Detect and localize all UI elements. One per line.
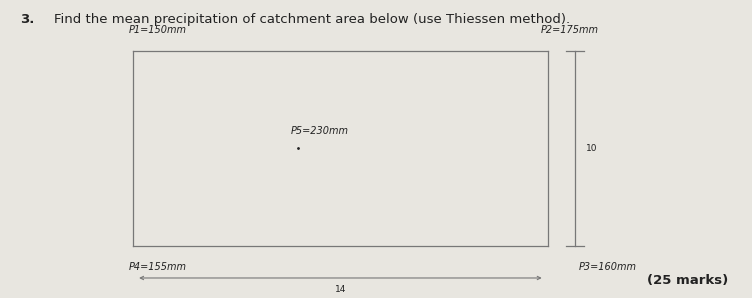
Text: 14: 14 [335,285,346,294]
Text: 3.: 3. [20,13,35,26]
Text: P3=160mm: P3=160mm [578,262,636,272]
Text: P4=155mm: P4=155mm [129,262,186,272]
Text: P5=230mm: P5=230mm [290,126,348,136]
Text: Find the mean precipitation of catchment area below (use Thiessen method).: Find the mean precipitation of catchment… [54,13,570,26]
Text: 10: 10 [586,144,597,153]
Text: P1=150mm: P1=150mm [129,25,186,35]
Text: (25 marks): (25 marks) [647,274,728,287]
Text: P2=175mm: P2=175mm [541,25,599,35]
